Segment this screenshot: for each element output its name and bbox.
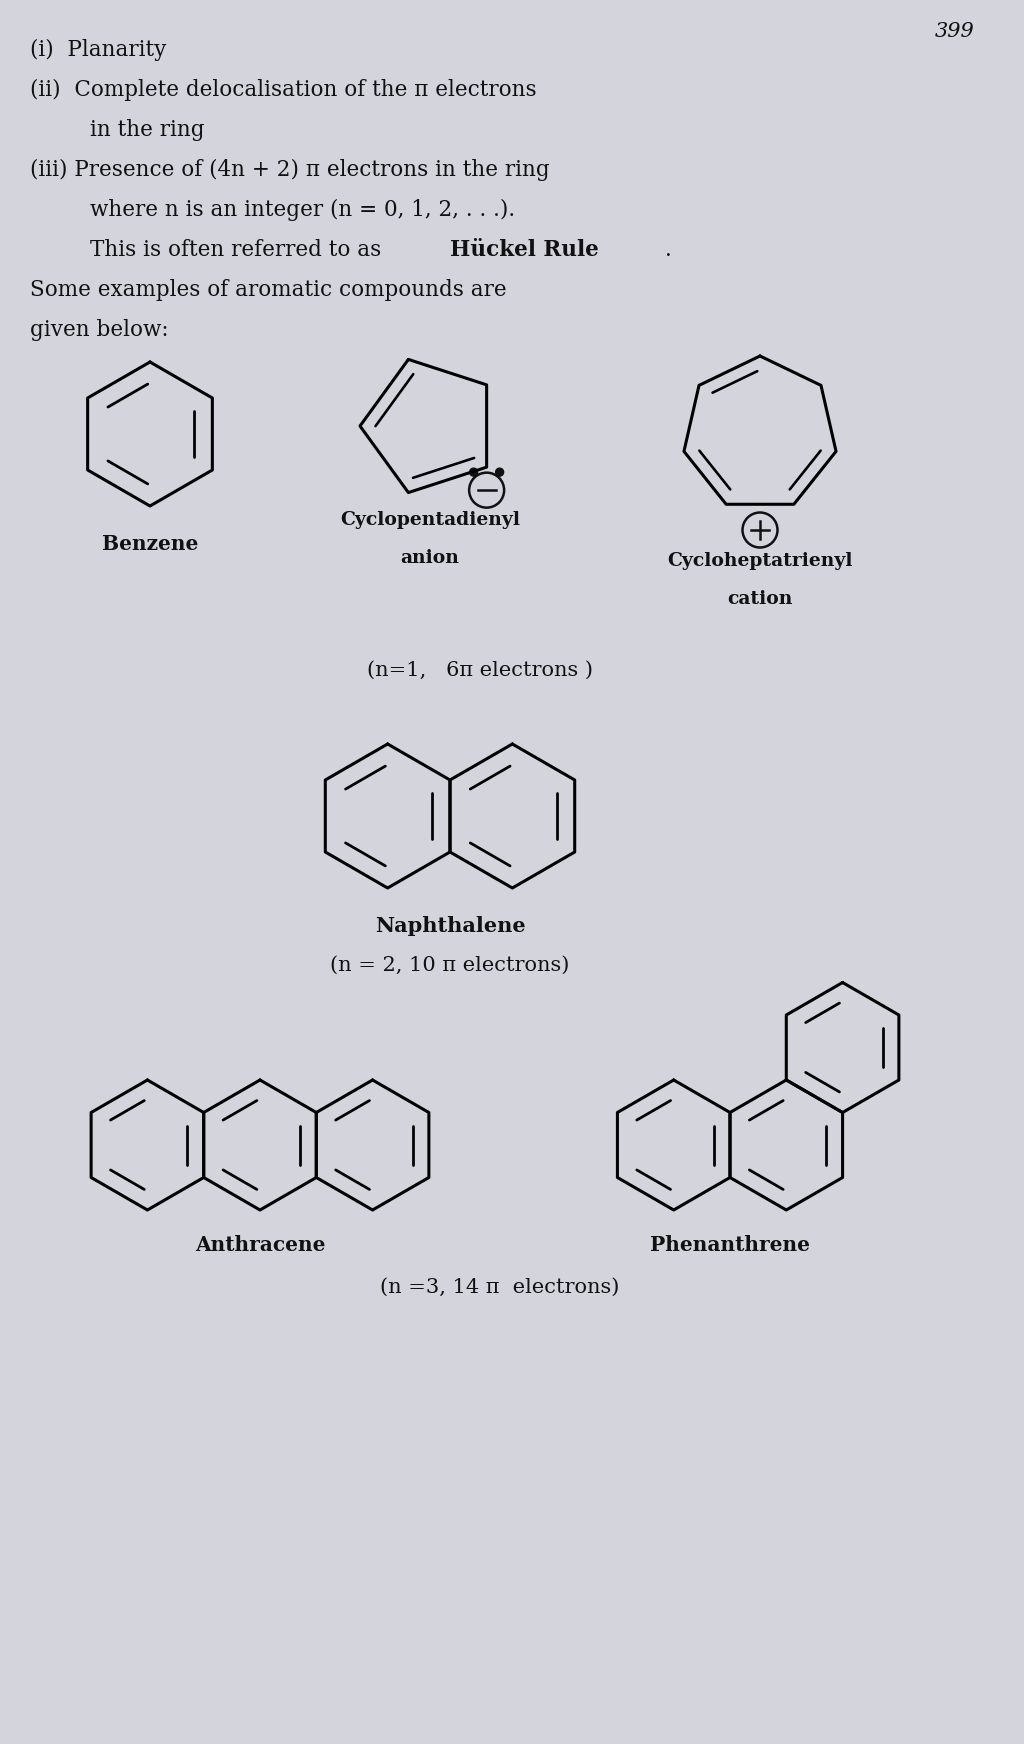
Text: This is often referred to as: This is often referred to as [90,239,388,262]
Text: Phenanthrene: Phenanthrene [650,1235,810,1256]
Text: Naphthalene: Naphthalene [375,916,525,937]
Text: (ii)  Complete delocalisation of the π electrons: (ii) Complete delocalisation of the π el… [30,78,537,101]
Text: Cyclopentadienyl: Cyclopentadienyl [340,511,520,528]
Text: Cycloheptatrienyl: Cycloheptatrienyl [668,553,853,570]
Text: (n =3, 14 π  electrons): (n =3, 14 π electrons) [380,1278,620,1298]
Text: anion: anion [400,549,460,567]
Text: (iii) Presence of (4n + 2) π electrons in the ring: (iii) Presence of (4n + 2) π electrons i… [30,159,550,181]
Text: where n is an integer (n = 0, 1, 2, . . .).: where n is an integer (n = 0, 1, 2, . . … [90,199,515,221]
Text: .: . [665,239,672,262]
Text: (n = 2, 10 π electrons): (n = 2, 10 π electrons) [331,956,569,975]
Text: in the ring: in the ring [90,119,205,141]
Text: Hückel Rule: Hückel Rule [450,239,599,262]
Circle shape [496,467,504,476]
Text: (i)  Planarity: (i) Planarity [30,38,166,61]
Text: cation: cation [727,589,793,609]
Text: (n=1,   6π electrons ): (n=1, 6π electrons ) [367,661,593,680]
Text: given below:: given below: [30,319,169,342]
Circle shape [470,467,477,476]
Text: Anthracene: Anthracene [195,1235,326,1256]
Text: 399: 399 [935,23,975,42]
Text: Some examples of aromatic compounds are: Some examples of aromatic compounds are [30,279,507,302]
Text: Benzene: Benzene [101,534,199,555]
